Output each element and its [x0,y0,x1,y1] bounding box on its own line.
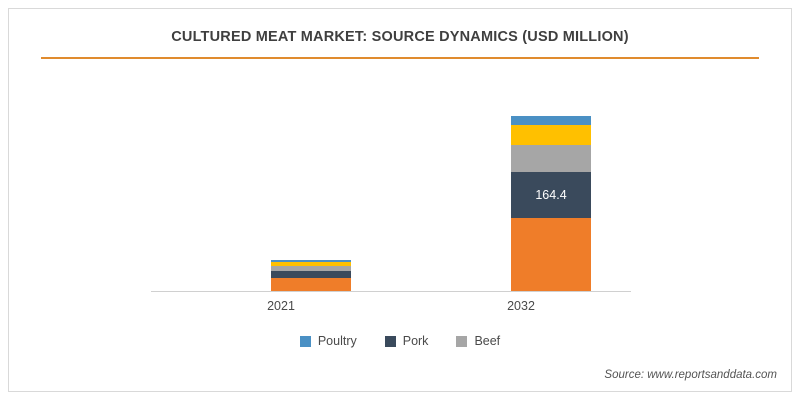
legend-swatch-icon [456,335,468,347]
legend-label: Pork [402,334,429,348]
bar-segment-poultry-2032[interactable] [511,145,591,173]
bar-value-label: 164.4 [535,187,567,202]
legend-item-poultry[interactable]: Poultry [299,334,357,348]
x-axis-line [151,291,631,292]
chart-frame: CULTURED MEAT MARKET: SOURCE DYNAMICS (U… [8,8,792,392]
x-tick-2032: 2032 [507,299,535,313]
legend-label: Poultry [317,334,357,348]
bar-segment-beef-2021[interactable] [271,278,351,291]
title-divider [41,57,759,59]
source-note: Source: www.reportsanddata.com [604,369,777,381]
bar-segment-pork-2032[interactable]: 164.4 [511,172,591,218]
bar-segment-pork-2021[interactable] [271,270,351,279]
legend-item-pork[interactable]: Pork [384,334,429,348]
legend-swatch-icon [299,335,311,347]
legend-swatch-icon [384,335,396,347]
x-tick-2021: 2021 [267,299,295,313]
bar-segment-beef-2032[interactable] [511,217,591,291]
plot-area: 164.4 [41,79,761,291]
chart-legend: Poultry Pork Beef [9,334,791,348]
legend-item-beef[interactable]: Beef [456,334,500,348]
bar-segment-duck-2032[interactable] [511,125,591,146]
bar-segment-other-2032[interactable] [511,115,591,126]
chart-title: CULTURED MEAT MARKET: SOURCE DYNAMICS (U… [171,29,629,45]
x-axis-labels: 2021 2032 [41,299,761,319]
legend-label: Beef [474,334,501,348]
bar-segment-other-2021[interactable] [271,259,351,263]
bar-segment-duck-2021[interactable] [271,262,351,266]
bar-segment-poultry-2021[interactable] [271,265,351,271]
stacked-bar-2021[interactable] [271,259,351,291]
stacked-bar-2032[interactable]: 164.4 [511,115,591,291]
